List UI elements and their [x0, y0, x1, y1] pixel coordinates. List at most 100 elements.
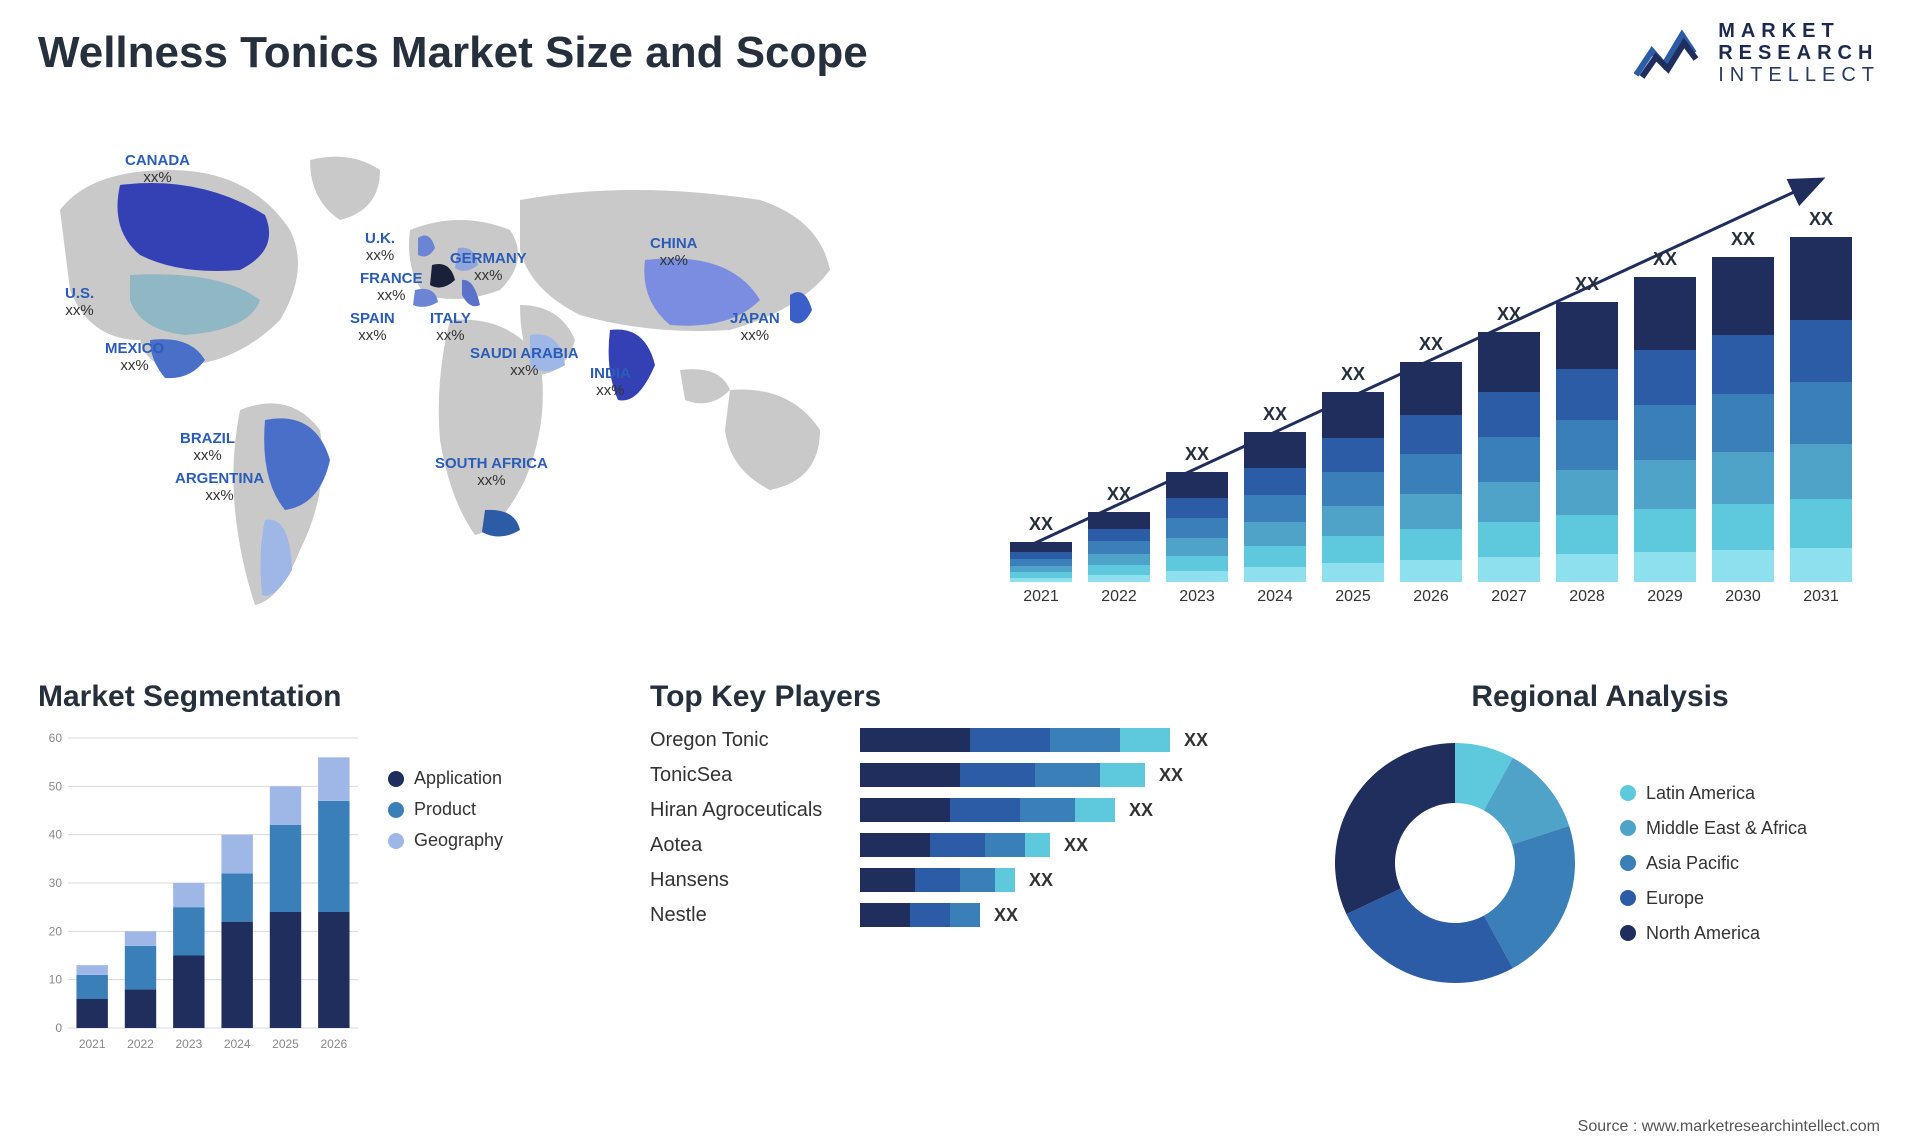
growth-bar-segment [1556, 369, 1618, 419]
svg-text:30: 30 [49, 876, 63, 890]
legend-label: Product [414, 799, 476, 820]
growth-bar-segment [1010, 552, 1072, 559]
growth-bar-segment [1400, 362, 1462, 415]
player-bar-segment [995, 868, 1015, 892]
player-bar [860, 903, 980, 927]
growth-bar-segment [1088, 575, 1150, 582]
logo-line-1: MARKET [1718, 20, 1880, 42]
key-players-title: Top Key Players [650, 680, 1270, 714]
growth-bar-segment [1400, 415, 1462, 455]
growth-bar-value: XX [1712, 229, 1774, 250]
regional-section: Regional Analysis Latin AmericaMiddle Ea… [1320, 680, 1880, 998]
growth-bar-segment [1244, 495, 1306, 522]
growth-bar-segment [1400, 560, 1462, 582]
map-label: GERMANYxx% [450, 250, 527, 285]
player-bar-segment [860, 763, 960, 787]
growth-bar-segment [1478, 482, 1540, 522]
svg-text:0: 0 [55, 1021, 62, 1035]
growth-bar: 2025XX [1322, 392, 1384, 582]
growth-bar-segment [1010, 559, 1072, 566]
legend-item: Application [388, 768, 503, 789]
growth-bar-segment [1478, 522, 1540, 557]
growth-bar-segment [1634, 509, 1696, 552]
growth-bar-year: 2030 [1712, 588, 1774, 606]
growth-bar-segment [1322, 438, 1384, 472]
player-bar-segment [1075, 798, 1115, 822]
growth-bar-year: 2024 [1244, 588, 1306, 606]
svg-text:2025: 2025 [272, 1037, 299, 1051]
growth-bar-segment [1010, 578, 1072, 582]
growth-bar-segment [1166, 571, 1228, 582]
growth-bar-segment [1712, 452, 1774, 504]
growth-bar-year: 2026 [1400, 588, 1462, 606]
segmentation-legend: ApplicationProductGeography [388, 758, 503, 861]
legend-label: Asia Pacific [1646, 853, 1739, 874]
legend-swatch [388, 802, 404, 818]
growth-bar-segment [1088, 529, 1150, 542]
player-bar [860, 763, 1145, 787]
growth-bar-segment [1166, 556, 1228, 571]
growth-bar-segment [1556, 515, 1618, 554]
map-label: MEXICOxx% [105, 340, 164, 375]
growth-bar-segment [1400, 454, 1462, 494]
svg-text:10: 10 [49, 973, 63, 987]
player-bar-segment [1035, 763, 1100, 787]
player-bar-segment [1120, 728, 1170, 752]
page-title: Wellness Tonics Market Size and Scope [38, 28, 868, 78]
growth-bar-value: XX [1166, 444, 1228, 465]
growth-bar-segment [1322, 392, 1384, 438]
map-label: SAUDI ARABIAxx% [470, 345, 579, 380]
growth-bar-segment [1634, 460, 1696, 509]
growth-bar-value: XX [1556, 274, 1618, 295]
growth-bar-segment [1634, 350, 1696, 405]
growth-bar-segment [1478, 437, 1540, 482]
player-value: XX [1029, 870, 1053, 891]
legend-item: Latin America [1620, 783, 1807, 804]
segmentation-section: Market Segmentation 01020304050602021202… [38, 680, 598, 1058]
svg-text:50: 50 [49, 779, 63, 793]
player-bar-segment [860, 798, 950, 822]
growth-bar: 2030XX [1712, 257, 1774, 582]
svg-text:2026: 2026 [320, 1037, 347, 1051]
growth-bar: 2026XX [1400, 362, 1462, 582]
growth-bar-year: 2031 [1790, 588, 1852, 606]
legend-label: Application [414, 768, 502, 789]
map-label: CHINAxx% [650, 235, 698, 270]
map-label: BRAZILxx% [180, 430, 235, 465]
growth-bar-segment [1478, 332, 1540, 392]
player-row: Hiran AgroceuticalsXX [650, 798, 1270, 822]
svg-text:40: 40 [49, 828, 63, 842]
growth-bar-segment [1244, 567, 1306, 582]
legend-swatch [1620, 785, 1636, 801]
growth-bar-segment [1478, 557, 1540, 582]
growth-bar: 2022XX [1088, 512, 1150, 582]
growth-bar-segment [1790, 237, 1852, 320]
legend-swatch [1620, 855, 1636, 871]
player-name: Aotea [650, 834, 860, 857]
player-bar-segment [860, 903, 910, 927]
player-value: XX [1184, 730, 1208, 751]
map-label: ITALYxx% [430, 310, 471, 345]
player-bar-segment [1100, 763, 1145, 787]
growth-bar-segment [1088, 512, 1150, 529]
legend-label: Middle East & Africa [1646, 818, 1807, 839]
legend-label: North America [1646, 923, 1760, 944]
growth-bar-segment [1322, 506, 1384, 536]
growth-bar-segment [1166, 538, 1228, 556]
player-bar-segment [950, 903, 980, 927]
growth-bar-segment [1712, 335, 1774, 394]
growth-bar-segment [1322, 472, 1384, 506]
growth-bar-value: XX [1322, 364, 1384, 385]
map-label: CANADAxx% [125, 152, 190, 187]
player-bar-segment [915, 868, 960, 892]
legend-swatch [1620, 820, 1636, 836]
growth-bar-year: 2028 [1556, 588, 1618, 606]
growth-bar-value: XX [1400, 334, 1462, 355]
growth-bar-segment [1322, 563, 1384, 582]
growth-bar-segment [1790, 444, 1852, 499]
player-name: Hansens [650, 869, 860, 892]
svg-text:20: 20 [49, 924, 63, 938]
growth-bar-value: XX [1244, 404, 1306, 425]
player-bar-segment [985, 833, 1025, 857]
player-row: NestleXX [650, 903, 1270, 927]
